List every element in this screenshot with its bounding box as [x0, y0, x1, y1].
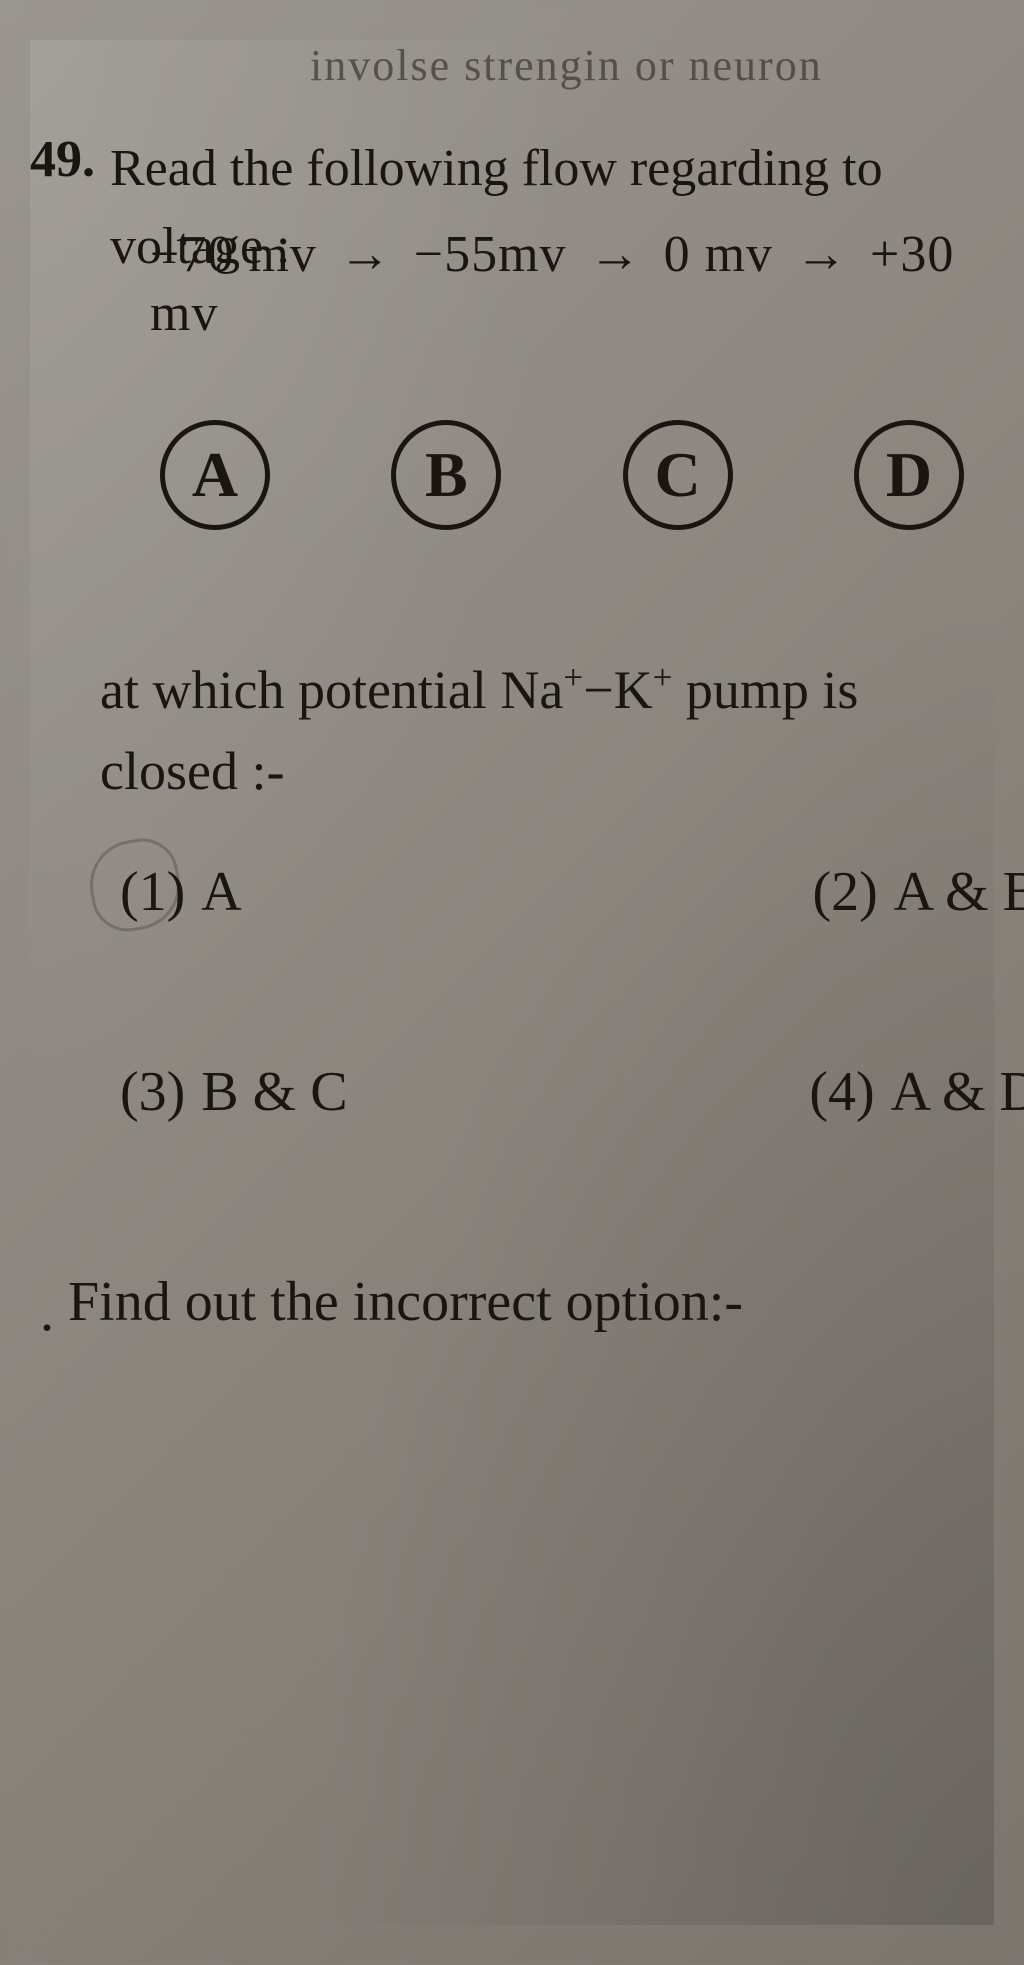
subq-part1: at which potential Na — [100, 660, 563, 720]
arrow-icon: → — [589, 225, 642, 284]
next-question-bullet: . — [40, 1280, 54, 1344]
voltage-v2: −55mv — [414, 226, 567, 283]
question-number: 49. — [30, 130, 95, 189]
option-circle-b: B — [391, 420, 501, 530]
circle-options-row: A B C D — [160, 420, 964, 530]
voltage-flow-sequence: −70 mv → −55mv → 0 mv → +30 mv — [150, 225, 994, 343]
answer-text-2: A & B — [894, 860, 1024, 924]
question-page: involse strengin or neuron 49. Read the … — [30, 40, 994, 1925]
answer-text-4: A & D — [891, 1060, 1024, 1124]
answer-num-3: (3) — [120, 1060, 185, 1124]
answer-option-3: (3) B & C — [120, 1060, 348, 1124]
answer-option-2: (2) A & B — [812, 860, 1024, 924]
arrow-icon: → — [795, 225, 848, 284]
voltage-v1: −70 mv — [150, 226, 317, 283]
answer-row-1: (1) A (2) A & B — [120, 860, 1024, 924]
voltage-v3: 0 mv — [664, 226, 773, 283]
option-circle-d: D — [854, 420, 964, 530]
answer-num-4: (4) — [809, 1060, 874, 1124]
answer-num-2: (2) — [812, 860, 877, 924]
superscript-na: + — [563, 658, 583, 697]
subq-dash: −K — [583, 660, 652, 720]
superscript-k: + — [653, 658, 673, 697]
next-question-text: Find out the incorrect option:- — [68, 1270, 743, 1334]
option-circle-c: C — [623, 420, 733, 530]
answer-text-3: B & C — [201, 1060, 347, 1124]
sub-question-text: at which potential Na+−K+ pump is closed… — [100, 650, 984, 812]
option-circle-a: A — [160, 420, 270, 530]
answer-row-2: (3) B & C (4) A & D — [120, 1060, 1024, 1124]
answer-text-1: A — [201, 860, 241, 924]
answer-num-1: (1) — [120, 860, 185, 924]
partial-prev-text: involse strengin or neuron — [310, 40, 823, 91]
answer-option-4: (4) A & D — [809, 1060, 1024, 1124]
arrow-icon: → — [339, 225, 392, 284]
answer-option-1: (1) A — [120, 860, 242, 924]
